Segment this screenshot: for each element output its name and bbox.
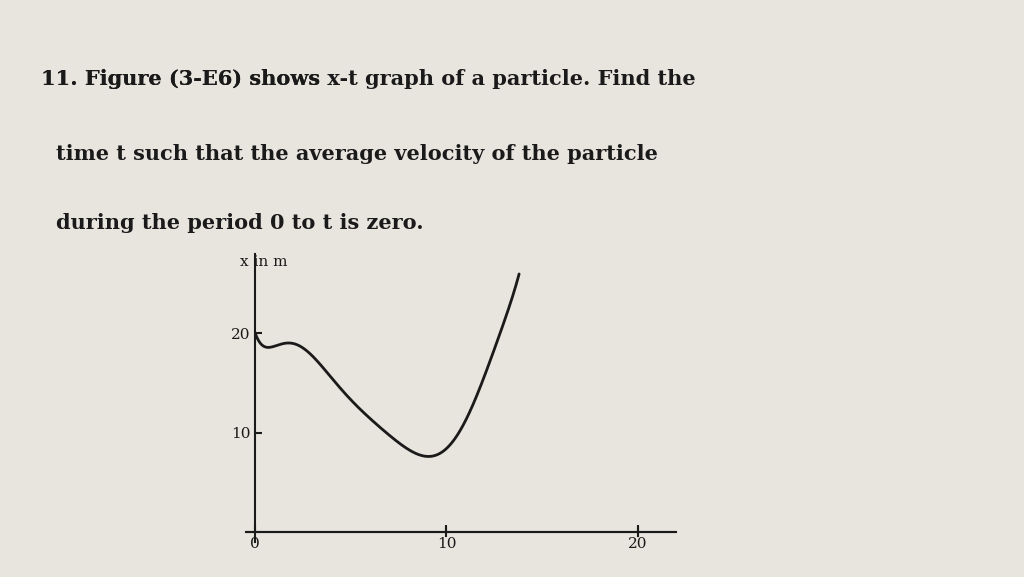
Text: during the period 0 to t is zero.: during the period 0 to t is zero. (56, 213, 424, 234)
Text: x in m: x in m (240, 255, 288, 269)
Text: 11. Figure (3-E6) shows: 11. Figure (3-E6) shows (41, 69, 328, 89)
Text: 11. Figure (3-E6) shows x-t graph of a particle. Find the: 11. Figure (3-E6) shows x-t graph of a p… (41, 69, 695, 89)
Text: time t such that the average velocity of the particle: time t such that the average velocity of… (56, 144, 658, 164)
